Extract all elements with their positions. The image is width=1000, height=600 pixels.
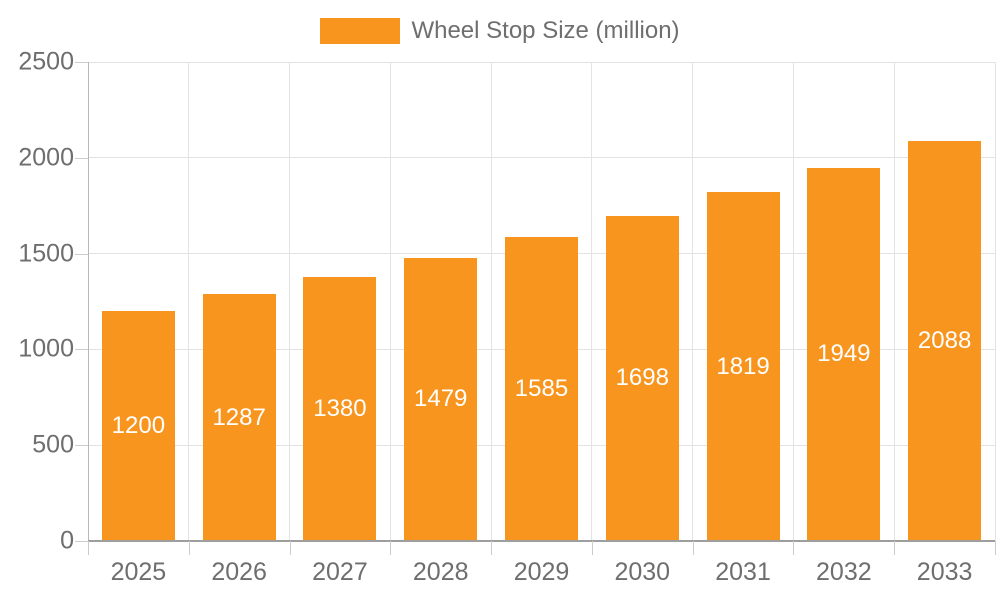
- bar: 1479: [404, 257, 478, 541]
- y-tick-label: 500: [32, 430, 74, 459]
- bar-value-label: 1949: [817, 340, 871, 368]
- x-tick-mark: [491, 541, 493, 555]
- x-tick-label: 2026: [211, 558, 267, 586]
- bar: 1698: [605, 215, 679, 541]
- x-gridline: [692, 62, 694, 541]
- bar: 2088: [908, 140, 982, 541]
- bar-value-label: 1380: [313, 394, 367, 422]
- x-gridline: [188, 62, 190, 541]
- x-gridline: [389, 62, 391, 541]
- x-gridline: [792, 62, 794, 541]
- bar: 1949: [807, 167, 881, 541]
- x-tick-mark: [390, 541, 392, 555]
- x-tick-label: 2033: [916, 558, 973, 586]
- y-tick-mark: [75, 62, 88, 63]
- legend: Wheel Stop Size (million): [0, 17, 1000, 45]
- bar: 1585: [504, 237, 579, 541]
- x-tick-label: 2030: [614, 558, 671, 586]
- bar-value-label: 1479: [414, 385, 468, 413]
- x-tick-mark: [894, 541, 896, 555]
- x-gridline: [289, 62, 291, 541]
- bar-value-label: 1585: [514, 375, 569, 403]
- x-gridline: [893, 62, 895, 541]
- legend-label: Wheel Stop Size (million): [411, 17, 680, 44]
- x-tick-label: 2027: [312, 558, 368, 586]
- y-tick-label: 1500: [18, 239, 74, 268]
- bar-value-label: 1819: [716, 352, 770, 380]
- bar-value-label: 1287: [212, 403, 266, 431]
- x-tick-label: 2028: [412, 558, 469, 586]
- bar-value-label: 1698: [615, 364, 669, 392]
- bar: 1819: [706, 192, 780, 541]
- y-tick-label: 2000: [18, 143, 74, 172]
- bar: 1380: [303, 276, 377, 541]
- x-tick-mark: [692, 541, 694, 555]
- x-tick-mark: [793, 541, 795, 555]
- x-gridline: [591, 62, 593, 541]
- y-tick-label: 1000: [18, 334, 74, 363]
- bar-value-label: 2088: [917, 326, 972, 354]
- x-tick-label: 2025: [110, 558, 167, 586]
- y-tick-label: 2500: [18, 47, 74, 76]
- y-tick-mark: [75, 349, 88, 351]
- x-tick-mark: [289, 541, 291, 555]
- legend-swatch: [320, 18, 401, 44]
- y-axis-line: [88, 62, 89, 541]
- bar: 1200: [101, 311, 175, 541]
- x-axis-line: [88, 540, 995, 542]
- bar: 1287: [202, 294, 276, 541]
- x-tick-mark: [591, 541, 593, 555]
- x-tick-label: 2031: [715, 558, 771, 586]
- x-tick-mark: [995, 541, 996, 555]
- y-tick-label: 0: [60, 526, 74, 555]
- bar-value-label: 1200: [111, 412, 166, 440]
- x-tick-label: 2032: [816, 558, 872, 586]
- y-tick-mark: [75, 253, 88, 255]
- x-tick-mark: [88, 541, 89, 555]
- x-tick-label: 2029: [513, 558, 570, 586]
- y-gridline: [88, 157, 995, 159]
- y-tick-mark: [75, 541, 88, 542]
- x-gridline: [490, 62, 492, 541]
- y-gridline: [88, 61, 995, 63]
- y-tick-mark: [75, 445, 88, 447]
- x-gridline: [994, 62, 996, 541]
- y-tick-mark: [75, 157, 88, 159]
- plot-area: 1200 1287 1380 1479 1585 1698 1819 1949 2088: [88, 61, 996, 541]
- x-tick-mark: [188, 541, 190, 555]
